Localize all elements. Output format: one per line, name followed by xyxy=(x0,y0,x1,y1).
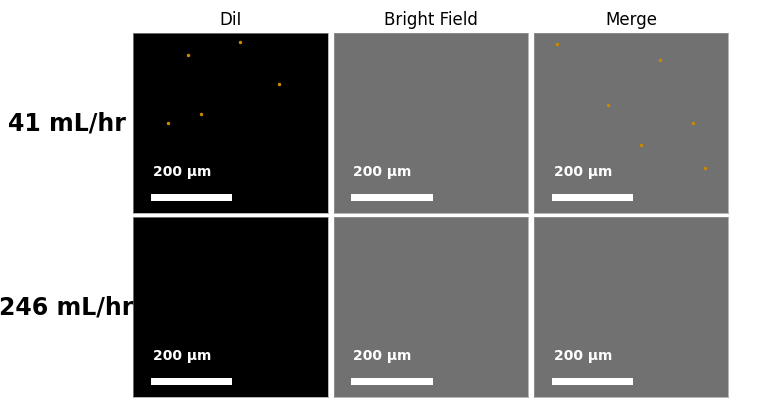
Text: Bright Field: Bright Field xyxy=(384,11,478,29)
Bar xyxy=(552,378,633,385)
Text: 200 μm: 200 μm xyxy=(152,349,211,363)
Bar xyxy=(151,194,232,201)
Text: 200 μm: 200 μm xyxy=(553,165,612,179)
Text: 200 μm: 200 μm xyxy=(553,349,612,363)
Text: 246 mL/hr: 246 mL/hr xyxy=(0,295,134,319)
Text: DiI: DiI xyxy=(219,11,242,29)
Text: 200 μm: 200 μm xyxy=(152,165,211,179)
Bar xyxy=(151,378,232,385)
Bar xyxy=(351,378,433,385)
Text: 200 μm: 200 μm xyxy=(354,349,411,363)
Bar xyxy=(351,194,433,201)
Bar xyxy=(552,194,633,201)
Text: 200 μm: 200 μm xyxy=(354,165,411,179)
Text: 41 mL/hr: 41 mL/hr xyxy=(8,111,126,135)
Text: Merge: Merge xyxy=(605,11,658,29)
